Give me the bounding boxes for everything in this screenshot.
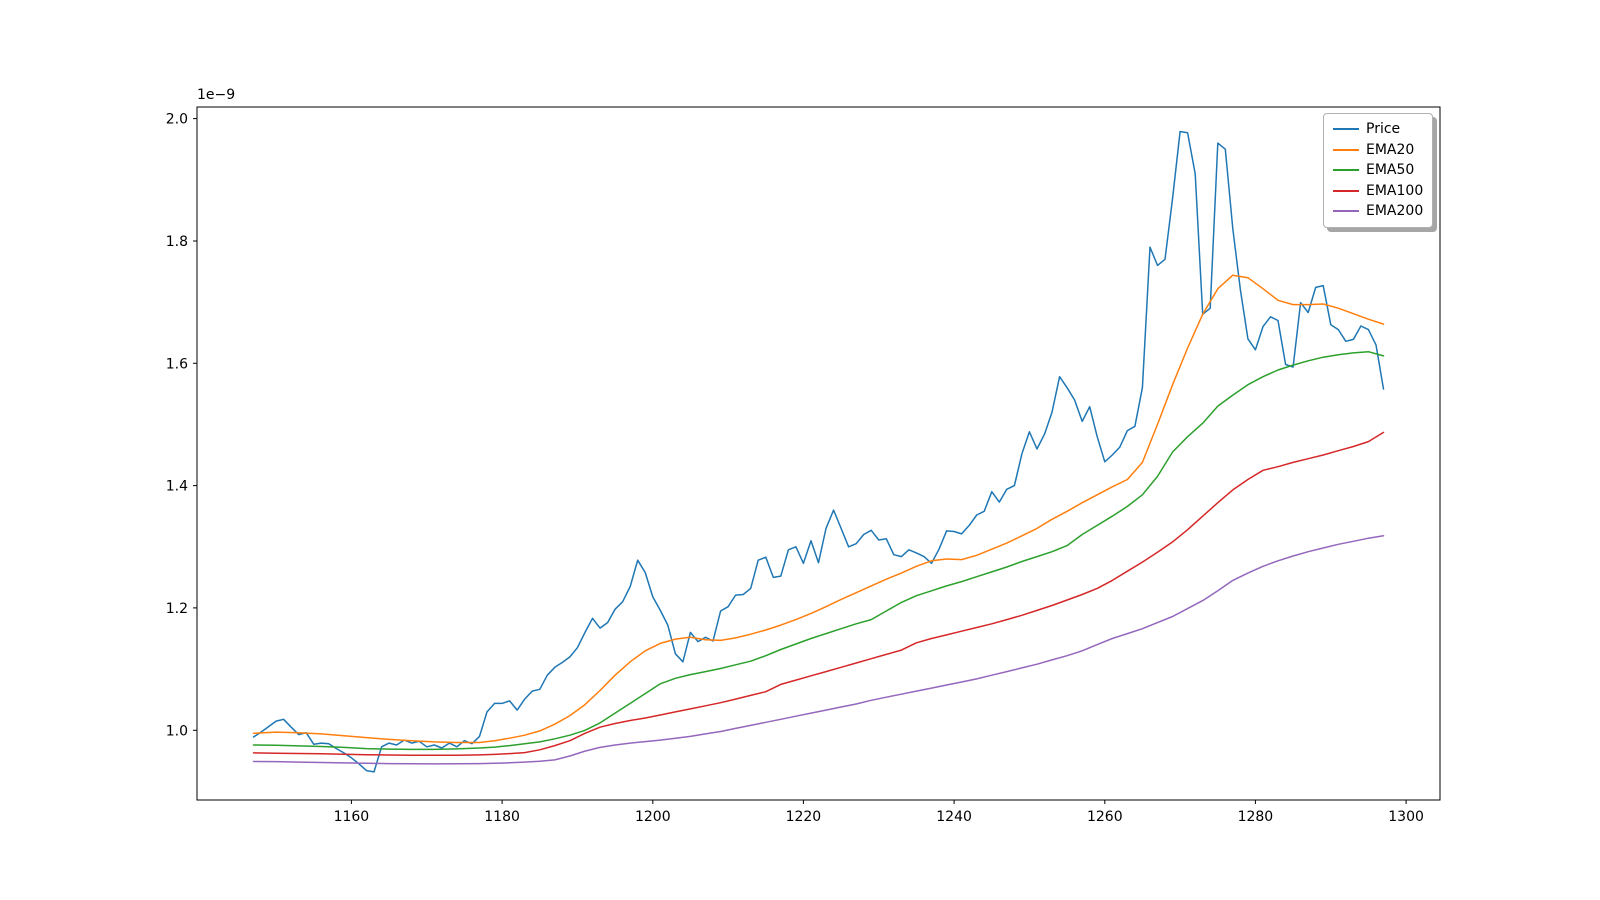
legend-line-sample-ema20 [1333, 148, 1359, 151]
series-ema200 [252, 535, 1385, 765]
x-tick-label: 1300 [1388, 809, 1424, 825]
legend-label-ema50: EMA50 [1366, 162, 1415, 179]
y-tick-label: 1.4 [166, 479, 188, 495]
legend-item-ema100: EMA100 [1333, 181, 1423, 202]
y-axis-offset-label: 1e−9 [197, 87, 235, 103]
y-tick-label: 1.8 [166, 234, 188, 250]
y-tick-label: 1.0 [166, 723, 188, 739]
y-tick-label: 1.2 [166, 601, 188, 617]
series-price [252, 130, 1385, 773]
x-tick-label: 1240 [936, 809, 972, 825]
legend-line-sample-ema200 [1333, 210, 1359, 213]
legend-line-sample-ema50 [1333, 169, 1359, 172]
x-tick-label: 1160 [334, 809, 370, 825]
legend-item-ema50: EMA50 [1333, 160, 1423, 181]
legend-item-ema20: EMA20 [1333, 140, 1423, 161]
series-ema50 [252, 350, 1385, 751]
legend-item-ema200: EMA200 [1333, 201, 1423, 222]
legend-label-ema20: EMA20 [1366, 141, 1415, 158]
x-tick-label: 1260 [1087, 809, 1123, 825]
legend-label-price: Price [1366, 121, 1401, 138]
series-ema100 [252, 431, 1385, 757]
x-tick-label: 1180 [484, 809, 520, 825]
x-tick-label: 1220 [786, 809, 822, 825]
legend-label-ema100: EMA100 [1366, 182, 1424, 199]
legend: Price EMA20 EMA50 EMA100 EMA200 [1323, 113, 1434, 228]
x-tick-label: 1200 [635, 809, 671, 825]
legend-line-sample-price [1333, 128, 1359, 131]
legend-item-price: Price [1333, 119, 1423, 140]
x-tick-label: 1280 [1238, 809, 1274, 825]
series-ema20 [252, 274, 1385, 744]
axes-frame [196, 106, 1441, 801]
legend-line-sample-ema100 [1333, 189, 1359, 192]
legend-label-ema200: EMA200 [1366, 203, 1424, 220]
y-tick-label: 1.6 [166, 356, 188, 372]
y-tick-label: 2.0 [166, 112, 188, 128]
